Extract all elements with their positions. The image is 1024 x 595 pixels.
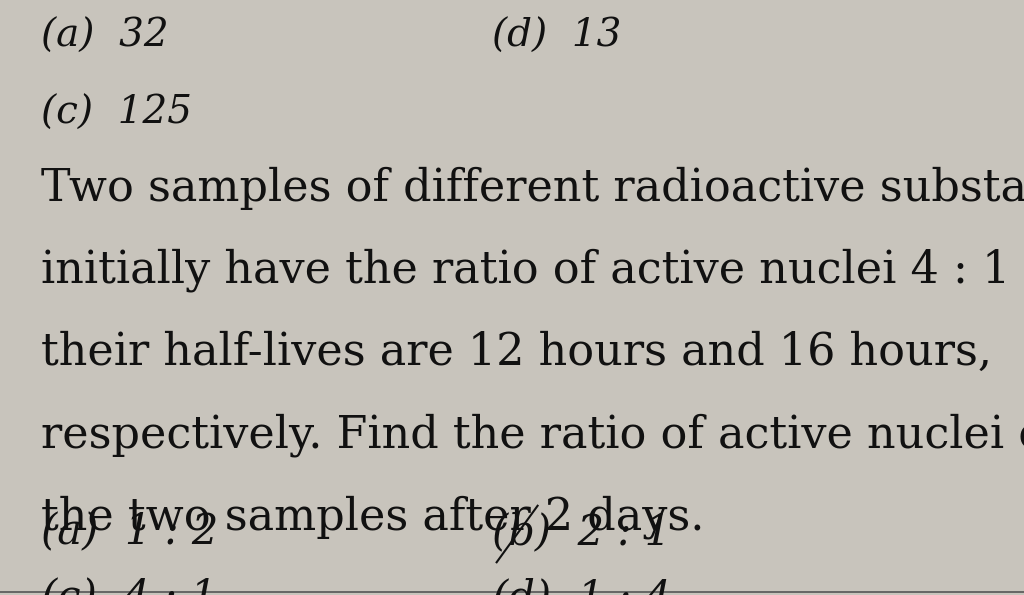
Text: the two samples after 2 days.: the two samples after 2 days. (41, 495, 705, 538)
Text: initially have the ratio of active nuclei 4 : 1 and: initially have the ratio of active nucle… (41, 249, 1024, 292)
Text: (b)  2 : 1: (b) 2 : 1 (492, 512, 671, 554)
Text: (a)  1 : 2: (a) 1 : 2 (41, 512, 218, 554)
Text: (d)  1 : 4: (d) 1 : 4 (492, 577, 671, 595)
Text: (d)  13: (d) 13 (492, 18, 621, 55)
Text: (a)  32: (a) 32 (41, 18, 169, 55)
Text: respectively. Find the ratio of active nuclei of: respectively. Find the ratio of active n… (41, 413, 1024, 456)
Text: their half-lives are 12 hours and 16 hours,: their half-lives are 12 hours and 16 hou… (41, 331, 992, 374)
Text: (c)  125: (c) 125 (41, 95, 191, 132)
Text: (c)  4 : 1: (c) 4 : 1 (41, 577, 217, 595)
Text: Two samples of different radioactive substance: Two samples of different radioactive sub… (41, 167, 1024, 210)
